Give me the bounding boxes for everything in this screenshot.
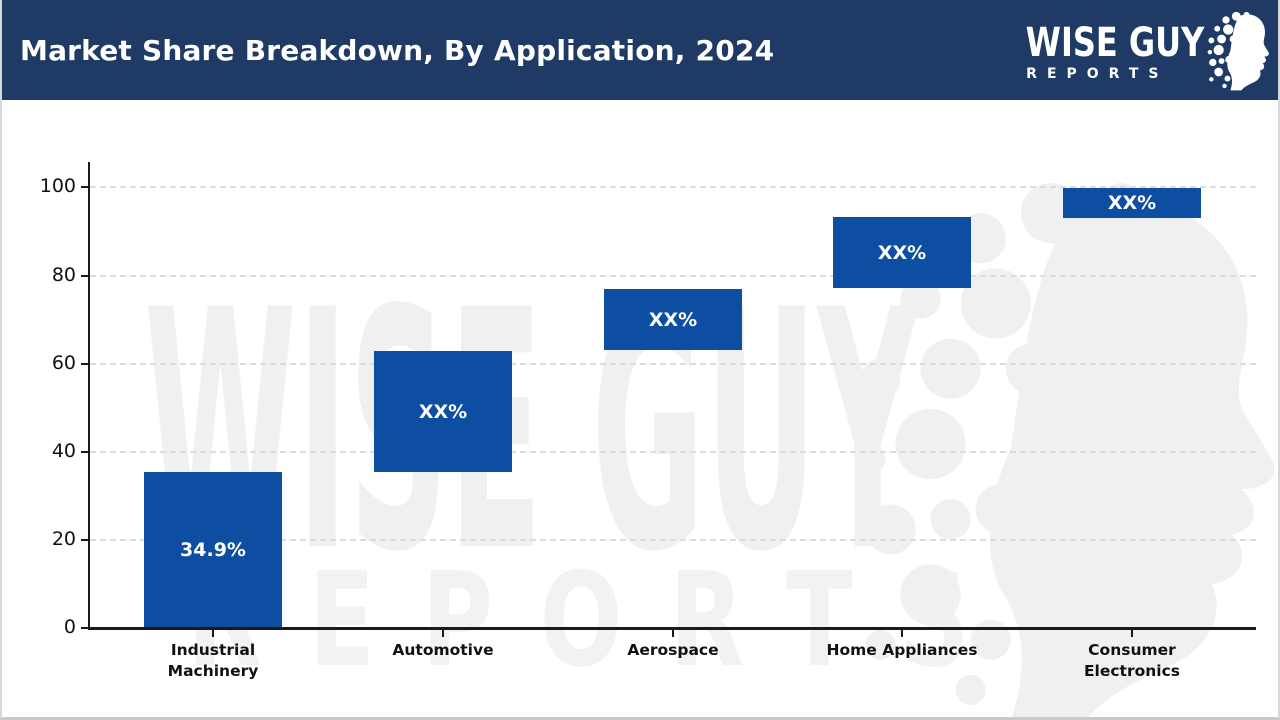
x-label-aerospace: Aerospace (627, 641, 719, 659)
x-tick-industrial-machinery (212, 630, 214, 637)
bar-consumer-electronics: XX% (1063, 188, 1201, 218)
y-tick-20 (81, 539, 89, 541)
x-label-consumer-electronics: Consumer Electronics (1083, 641, 1181, 680)
x-label-home-appliances: Home Appliances (826, 641, 978, 659)
bar-industrial-machinery: 34.9% (144, 472, 282, 627)
bar-value-label: XX% (648, 308, 698, 331)
y-tick-label-0: 0 (63, 616, 76, 638)
bar-value-label: XX% (877, 241, 927, 264)
bar-aerospace: XX% (604, 289, 742, 350)
y-tick-40 (81, 451, 89, 453)
header-bar: Market Share Breakdown, By Application, … (2, 0, 1278, 100)
y-tick-label-20: 20 (51, 528, 76, 550)
gridline-20 (90, 539, 1256, 541)
wise-guy-reports-logo: WISE GUY REPORTS (1025, 4, 1272, 96)
watermark-reports-text: REPORTS (187, 544, 1016, 696)
x-label-industrial-machinery: Industrial Machinery (167, 641, 259, 680)
page-title: Market Share Breakdown, By Application, … (20, 33, 775, 67)
gridline-100 (90, 186, 1256, 188)
x-tick-automotive (442, 630, 444, 637)
gridline-80 (90, 275, 1256, 277)
bar-value-label: 34.9% (180, 538, 246, 561)
x-tick-consumer-electronics (1131, 630, 1133, 637)
gridline-40 (90, 451, 1256, 453)
bar-value-label: XX% (1107, 192, 1157, 214)
logo-reports-text: REPORTS (1026, 66, 1169, 82)
y-tick-100 (81, 186, 89, 188)
bar-value-label: XX% (418, 400, 468, 423)
y-tick-label-80: 80 (51, 264, 76, 286)
x-tick-aerospace (672, 630, 674, 637)
y-tick-label-60: 60 (51, 352, 76, 374)
y-tick-label-100: 100 (39, 175, 76, 197)
bar-automotive: XX% (374, 351, 512, 472)
gridline-60 (90, 363, 1256, 365)
y-tick-80 (81, 275, 89, 277)
logo-wiseguy-text: WISE GUY (1025, 20, 1204, 66)
y-tick-0 (81, 627, 89, 629)
x-tick-home-appliances (901, 630, 903, 637)
x-label-automotive: Automotive (392, 641, 494, 659)
y-tick-60 (81, 363, 89, 365)
x-axis-line (88, 627, 1256, 630)
y-axis-line (88, 162, 90, 629)
bar-home-appliances: XX% (833, 217, 971, 288)
y-tick-label-40: 40 (51, 440, 76, 462)
logo-dotted-head-icon (1207, 11, 1269, 91)
